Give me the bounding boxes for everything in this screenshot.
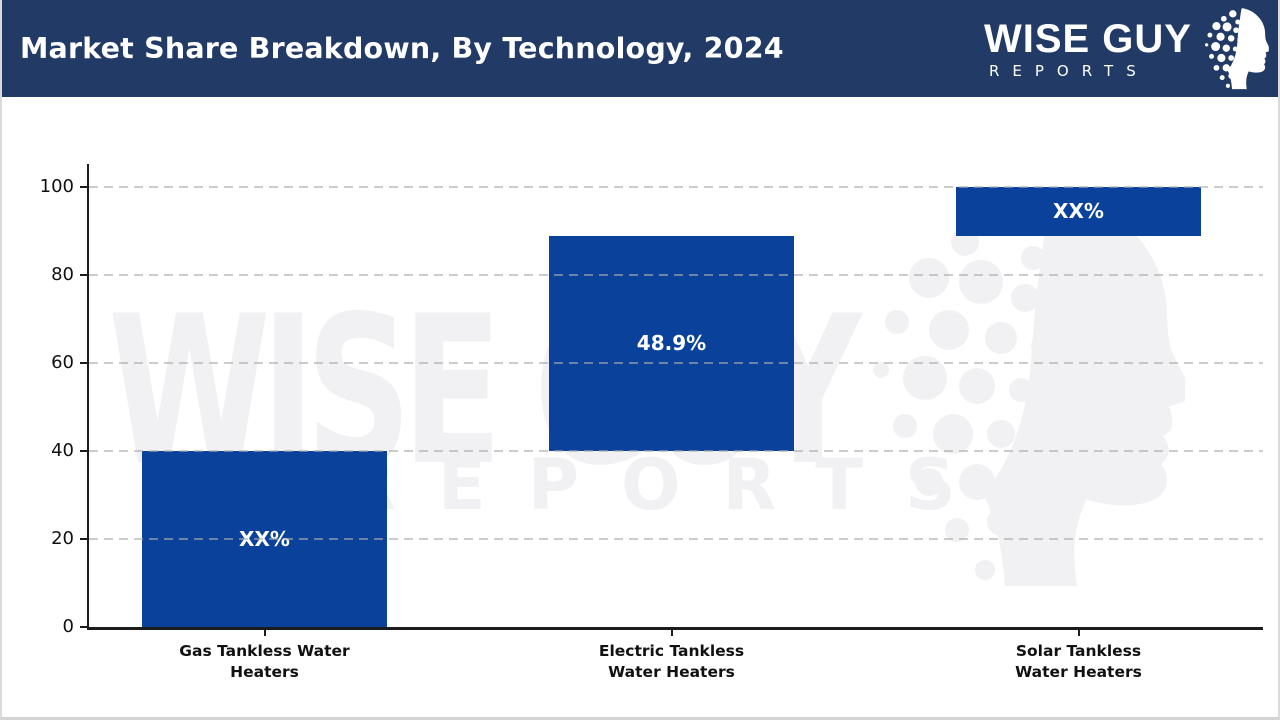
y-tick-label: 60: [51, 352, 74, 373]
y-tick-100: [80, 186, 87, 188]
category-label: Solar Tankless Water Heaters: [929, 641, 1229, 683]
watermark-head-icon: [815, 170, 1195, 610]
x-tick-3: [1077, 630, 1080, 636]
bar-2: 48.9%: [549, 235, 794, 451]
y-tick-label: 100: [39, 176, 74, 197]
category-label-line: Water Heaters: [1015, 663, 1142, 681]
bar-value-label: 48.9%: [636, 331, 707, 356]
y-tick-label: 80: [51, 264, 74, 285]
wiseguy-logo: WISE GUY REPORTS: [984, 4, 1270, 94]
y-tick-0: [80, 626, 87, 628]
head-silhouette-icon: [1194, 4, 1270, 94]
category-label-line: Electric Tankless: [598, 642, 745, 660]
logo-text: WISE GUY REPORTS: [984, 19, 1192, 80]
y-tick-60: [80, 362, 87, 364]
y-tick-40: [80, 450, 87, 452]
logo-subtext: REPORTS: [988, 61, 1149, 80]
gridline-100: [89, 186, 1263, 188]
y-tick-label: 40: [51, 440, 74, 461]
y-axis-line: [87, 164, 89, 629]
bar-3: XX%: [956, 187, 1201, 236]
category-label: Gas Tankless Water Heaters: [115, 641, 415, 683]
header-bar: Market Share Breakdown, By Technology, 2…: [0, 0, 1280, 97]
category-label-line: Heaters: [230, 663, 299, 681]
gridline-20: [89, 538, 1263, 540]
y-tick-label: 0: [62, 616, 74, 637]
logo-wordmark: WISE GUY: [983, 16, 1192, 61]
y-tick-80: [80, 274, 87, 276]
gridline-40: [89, 450, 1263, 452]
page-title: Market Share Breakdown, By Technology, 2…: [20, 32, 784, 65]
gridline-80: [89, 274, 1263, 276]
y-tick-label: 20: [51, 528, 74, 549]
category-label: Electric Tankless Water Heaters: [522, 641, 822, 683]
y-tick-20: [80, 538, 87, 540]
x-tick-2: [670, 630, 673, 636]
category-label-line: Water Heaters: [608, 663, 735, 681]
category-label-line: Gas Tankless Water: [179, 642, 350, 660]
category-label-line: Solar Tankless: [1015, 642, 1142, 660]
gridline-60: [89, 362, 1263, 364]
bar-value-label: XX%: [1053, 199, 1104, 224]
x-tick-1: [263, 630, 266, 636]
x-axis-line: [87, 627, 1263, 630]
watermark-subtext: REPORTS: [342, 444, 998, 526]
